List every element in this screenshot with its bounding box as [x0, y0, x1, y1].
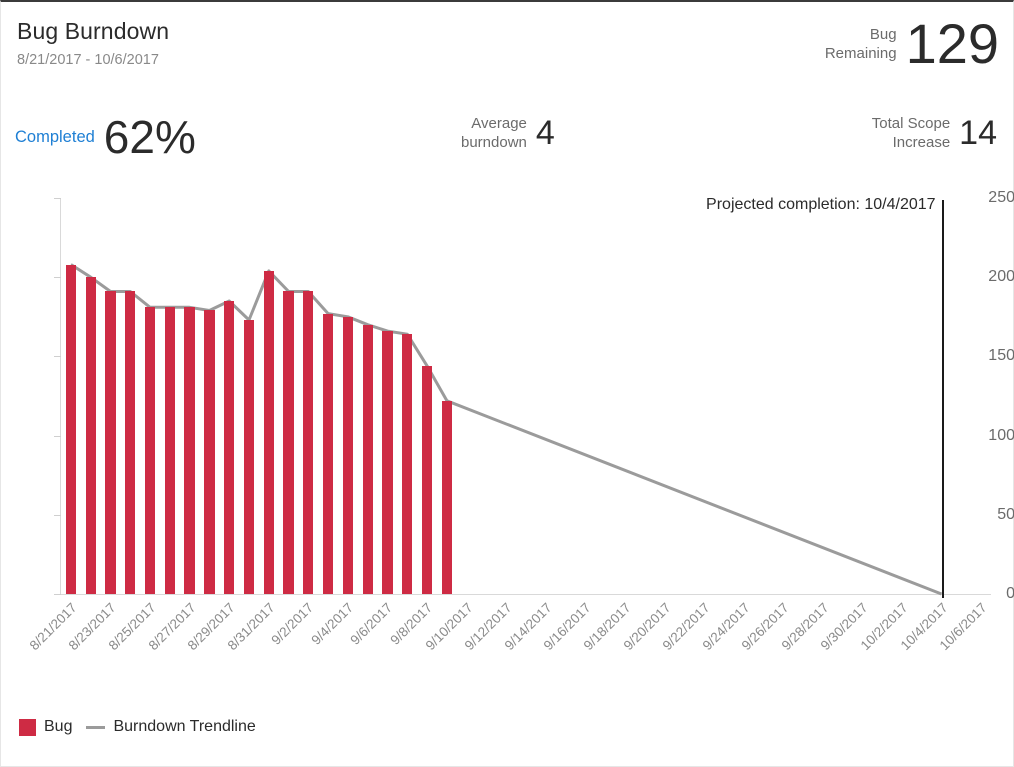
y-axis-tick-mark — [54, 594, 61, 595]
metric-bug-remaining: Bug Remaining 129 — [825, 12, 999, 75]
chart-bar[interactable] — [322, 313, 334, 594]
metric-average-burndown-label-line2: burndown — [461, 134, 527, 151]
trendline-path — [70, 263, 943, 596]
chart-bar[interactable] — [105, 291, 116, 594]
metric-total-scope-increase-value: 14 — [959, 114, 997, 152]
metric-bug-remaining-label-line2: Remaining — [824, 45, 897, 62]
x-axis-tick-label: 9/4/2017 — [308, 600, 357, 648]
metric-total-scope-increase: Total Scope Increase 14 — [872, 114, 997, 152]
x-axis-line — [60, 594, 991, 595]
chart-bar[interactable] — [362, 324, 373, 594]
chart-bar[interactable] — [342, 316, 354, 594]
metric-average-burndown: Average burndown 4 — [461, 114, 555, 152]
legend-item-bug[interactable]: Bug — [19, 718, 72, 736]
plot-area — [61, 198, 991, 596]
page-title: Bug Burndown — [17, 18, 170, 44]
burndown-chart: 0 50 100 150 200 250 8/21/2017 8/23/2017 8/25/2… — [1, 182, 1014, 702]
legend-label-bug: Bug — [44, 718, 73, 735]
chart-bar[interactable] — [283, 291, 294, 594]
metric-bug-remaining-value: 129 — [905, 12, 999, 75]
chart-legend: Bug Burndown Trendline — [19, 718, 270, 736]
metric-total-scope-increase-label: Total Scope Increase — [872, 114, 950, 152]
y-axis-tick-label: 150 — [988, 347, 1014, 365]
legend-swatch-icon — [19, 718, 36, 736]
chart-bar[interactable] — [243, 319, 255, 594]
chart-bar[interactable] — [402, 334, 413, 594]
burndown-trendline — [70, 263, 943, 596]
card-header: Bug Burndown 8/21/2017 - 10/6/2017 Bug R… — [1, 2, 1014, 161]
metric-completed-label[interactable]: Completed — [15, 127, 95, 146]
y-axis-tick-mark — [54, 277, 61, 279]
projected-completion-line — [941, 200, 944, 598]
chart-bar[interactable] — [303, 291, 314, 594]
chart-bar[interactable] — [421, 365, 433, 594]
y-axis-tick-mark — [54, 435, 61, 437]
chart-bar[interactable] — [224, 300, 235, 594]
x-axis-tick-label: 9/2/2017 — [268, 600, 317, 648]
chart-bar[interactable] — [441, 400, 452, 594]
y-axis-tick-label: 0 — [1006, 585, 1014, 602]
chart-bar[interactable] — [263, 270, 274, 594]
metric-bug-remaining-label: Bug Remaining — [825, 25, 897, 63]
y-axis-tick-label: 100 — [988, 426, 1014, 444]
y-axis-tick-label: 250 — [988, 189, 1014, 206]
metric-average-burndown-label-line1: Average — [471, 115, 527, 132]
metric-average-burndown-value: 4 — [535, 114, 555, 152]
metric-completed-value: 62% — [103, 111, 196, 163]
y-axis-tick-mark — [54, 198, 61, 199]
projected-completion-label: Projected completion: 10/4/2017 — [706, 196, 936, 213]
chart-bar[interactable] — [382, 331, 393, 594]
chart-bar[interactable] — [204, 310, 215, 594]
chart-bar[interactable] — [125, 291, 136, 594]
metric-total-scope-increase-label-line1: Total Scope — [871, 115, 951, 132]
legend-line-icon — [86, 725, 106, 729]
y-axis-tick-label: 200 — [988, 268, 1014, 286]
legend-item-burndown-trendline[interactable]: Burndown Trendline — [86, 718, 256, 736]
metric-bug-remaining-label-line1: Bug — [869, 26, 897, 43]
chart-bar[interactable] — [65, 264, 77, 594]
metric-total-scope-increase-label-line2: Increase — [892, 134, 951, 151]
chart-bar[interactable] — [184, 307, 195, 594]
metric-completed[interactable]: Completed 62% — [15, 114, 196, 160]
chart-bar[interactable] — [144, 307, 156, 594]
chart-bar[interactable] — [164, 307, 175, 594]
x-axis-tick-label: 9/6/2017 — [347, 600, 396, 648]
chart-bar[interactable] — [85, 277, 96, 594]
y-axis-tick-mark — [54, 514, 61, 516]
y-axis-tick-mark — [54, 356, 61, 358]
metric-average-burndown-label: Average burndown — [461, 114, 527, 152]
y-axis-line — [60, 198, 61, 594]
y-axis-tick-label: 50 — [997, 505, 1014, 523]
date-range-subtitle: 8/21/2017 - 10/6/2017 — [17, 52, 159, 68]
legend-label-burndown-trendline: Burndown Trendline — [113, 718, 256, 735]
